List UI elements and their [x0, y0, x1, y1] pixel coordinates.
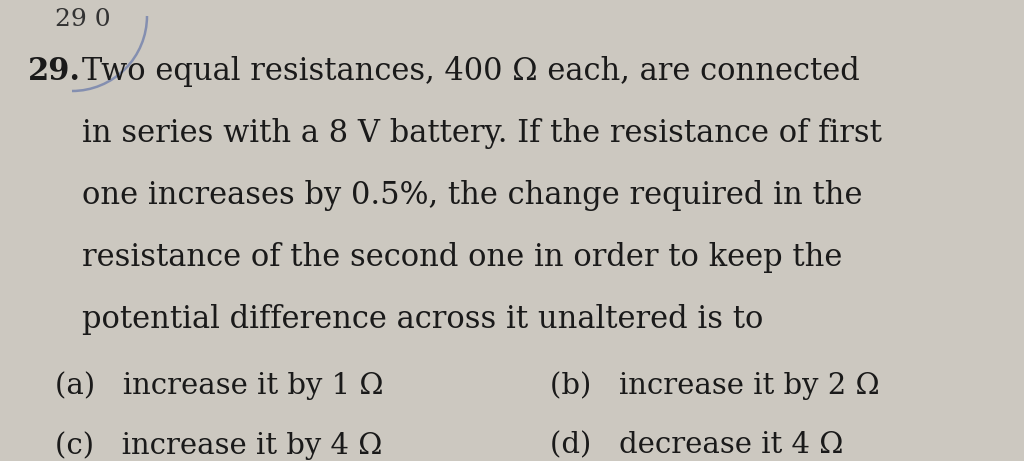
Text: Two equal resistances, 400 Ω each, are connected: Two equal resistances, 400 Ω each, are c… — [82, 56, 860, 87]
Text: (d)   decrease it 4 Ω: (d) decrease it 4 Ω — [550, 431, 844, 459]
Text: one increases by 0.5%, the change required in the: one increases by 0.5%, the change requir… — [82, 180, 862, 211]
Text: 29 0: 29 0 — [55, 8, 111, 31]
Text: in series with a 8 V battery. If the resistance of first: in series with a 8 V battery. If the res… — [82, 118, 882, 149]
Text: (a)   increase it by 1 Ω: (a) increase it by 1 Ω — [55, 371, 384, 400]
Text: potential difference across it unaltered is to: potential difference across it unaltered… — [82, 304, 763, 335]
Text: (c)   increase it by 4 Ω: (c) increase it by 4 Ω — [55, 431, 382, 460]
Text: 29.: 29. — [28, 56, 81, 87]
Text: resistance of the second one in order to keep the: resistance of the second one in order to… — [82, 242, 843, 273]
Text: (b)   increase it by 2 Ω: (b) increase it by 2 Ω — [550, 371, 880, 400]
